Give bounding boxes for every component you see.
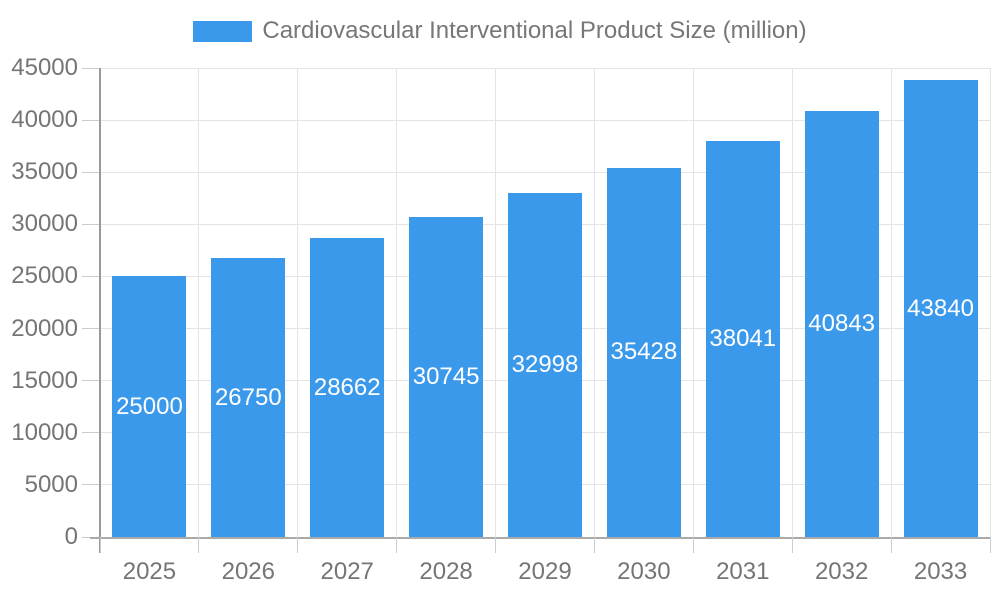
y-axis-tick-label: 20000 bbox=[11, 314, 78, 342]
bar[interactable]: 26750 bbox=[211, 258, 286, 537]
x-gridline bbox=[989, 68, 991, 537]
x-axis-tick bbox=[593, 537, 595, 553]
x-axis-tick-label: 2030 bbox=[617, 558, 671, 585]
x-gridline bbox=[890, 68, 892, 537]
x-axis-tick bbox=[495, 537, 497, 553]
x-axis-line bbox=[90, 537, 990, 539]
x-gridline bbox=[297, 68, 299, 537]
y-gridline bbox=[100, 119, 990, 121]
y-axis-tick-label: 5000 bbox=[24, 470, 78, 498]
y-axis-tick bbox=[82, 328, 100, 330]
y-axis-line bbox=[99, 68, 101, 553]
legend[interactable]: Cardiovascular Interventional Product Si… bbox=[0, 16, 1000, 46]
bar-value-label: 43840 bbox=[907, 294, 974, 322]
y-axis-tick-label: 45000 bbox=[11, 54, 78, 81]
bar[interactable]: 28662 bbox=[310, 238, 385, 537]
bar[interactable]: 40843 bbox=[804, 111, 879, 537]
bar[interactable]: 25000 bbox=[112, 276, 187, 537]
x-axis-tick-label: 2028 bbox=[419, 558, 473, 585]
x-axis-tick bbox=[989, 537, 991, 553]
x-axis-tick bbox=[297, 537, 299, 553]
x-axis-tick bbox=[99, 537, 101, 553]
bar-value-label: 32998 bbox=[511, 351, 579, 379]
bar-value-label: 38041 bbox=[709, 324, 777, 352]
y-gridline bbox=[100, 67, 990, 69]
x-axis-tick-label: 2025 bbox=[122, 558, 177, 585]
y-axis-tick bbox=[82, 67, 100, 69]
x-gridline bbox=[692, 68, 694, 537]
bar[interactable]: 35428 bbox=[606, 167, 681, 537]
y-axis-tick bbox=[82, 484, 100, 486]
bar-value-label: 30745 bbox=[412, 362, 480, 390]
y-axis-tick-label: 10000 bbox=[11, 418, 78, 446]
bar[interactable]: 32998 bbox=[508, 193, 582, 537]
x-axis-tick bbox=[396, 537, 398, 553]
y-axis-tick-label: 40000 bbox=[11, 106, 78, 134]
bar-value-label: 25000 bbox=[116, 392, 183, 420]
x-axis-tick bbox=[890, 537, 892, 553]
bar[interactable]: 30745 bbox=[409, 216, 484, 537]
bar-value-label: 28662 bbox=[313, 373, 381, 401]
x-axis-tick-label: 2032 bbox=[814, 558, 869, 585]
x-gridline bbox=[396, 68, 398, 537]
x-axis-tick-label: 2026 bbox=[221, 558, 275, 585]
legend-swatch-icon[interactable] bbox=[193, 20, 253, 42]
x-axis-tick-label: 2029 bbox=[518, 558, 572, 585]
x-axis-tick-label: 2031 bbox=[716, 558, 770, 585]
y-axis-tick bbox=[82, 275, 100, 277]
x-axis-tick-label: 2033 bbox=[913, 558, 968, 585]
bar[interactable]: 38041 bbox=[705, 140, 780, 537]
y-gridline bbox=[100, 171, 990, 173]
y-axis-tick bbox=[82, 223, 100, 225]
x-axis-tick bbox=[692, 537, 694, 553]
y-axis-tick-label: 25000 bbox=[11, 262, 78, 290]
y-axis-tick-label: 30000 bbox=[11, 210, 78, 238]
bar[interactable]: 43840 bbox=[903, 80, 978, 537]
bar-value-label: 26750 bbox=[214, 383, 282, 411]
bar-value-label: 35428 bbox=[610, 338, 678, 366]
legend-label[interactable]: Cardiovascular Interventional Product Si… bbox=[262, 17, 807, 44]
y-axis-tick bbox=[82, 171, 100, 173]
x-gridline bbox=[198, 68, 200, 537]
y-axis-tick-label: 15000 bbox=[11, 366, 78, 394]
y-axis-tick bbox=[82, 380, 100, 382]
y-axis-tick-label: 0 bbox=[64, 523, 78, 550]
x-gridline bbox=[593, 68, 595, 537]
bar-value-label: 40843 bbox=[808, 310, 876, 338]
x-axis-tick-label: 2027 bbox=[320, 558, 374, 585]
y-axis-tick bbox=[82, 432, 100, 434]
x-gridline bbox=[791, 68, 793, 537]
x-axis-tick bbox=[198, 537, 200, 553]
x-gridline bbox=[495, 68, 497, 537]
y-axis-tick bbox=[82, 119, 100, 121]
x-axis-tick bbox=[791, 537, 793, 553]
y-axis-tick-label: 35000 bbox=[11, 158, 78, 186]
